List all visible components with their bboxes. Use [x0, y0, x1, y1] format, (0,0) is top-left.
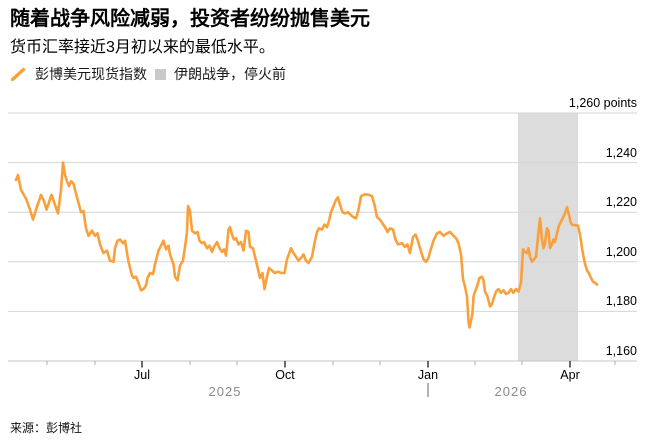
gray-band-swatch: [155, 68, 166, 80]
month-label: Apr: [560, 368, 580, 382]
legend: 彭博美元现货指数 伊朗战争，停火前: [0, 64, 665, 84]
month-label: Oct: [275, 368, 295, 382]
orange-slash-icon: [10, 67, 26, 81]
y-tick-label: 1,260 points: [568, 96, 637, 110]
y-tick-label: 1,200: [605, 244, 637, 259]
y-tick-label: 1,180: [605, 294, 637, 309]
year-label: 2026: [494, 384, 528, 399]
y-tick-label: 1,240: [605, 145, 637, 160]
month-label: Jan: [417, 368, 439, 382]
plot-area: [8, 112, 637, 368]
y-tick-label: 1,160: [605, 344, 637, 358]
year-label: 2025: [208, 384, 242, 399]
chart-title: 随着战争风险减弱，投资者纷纷抛售美元: [10, 8, 370, 30]
month-label: Jul: [134, 368, 150, 382]
year-separator: [427, 383, 429, 397]
legend-item-war-band: 伊朗战争，停火前: [155, 64, 286, 84]
legend-label-series: 彭博美元现货指数: [35, 66, 147, 82]
legend-label-band: 伊朗战争，停火前: [174, 66, 286, 82]
chart-subtitle: 货币汇率接近3月初以来的最低水平。: [10, 39, 275, 56]
legend-item-dollar-index: 彭博美元现货指数: [10, 64, 147, 84]
y-tick-label: 1,220: [605, 195, 637, 210]
source-note: 来源：彭博社: [10, 421, 83, 435]
dollar-index-line: [14, 161, 599, 329]
